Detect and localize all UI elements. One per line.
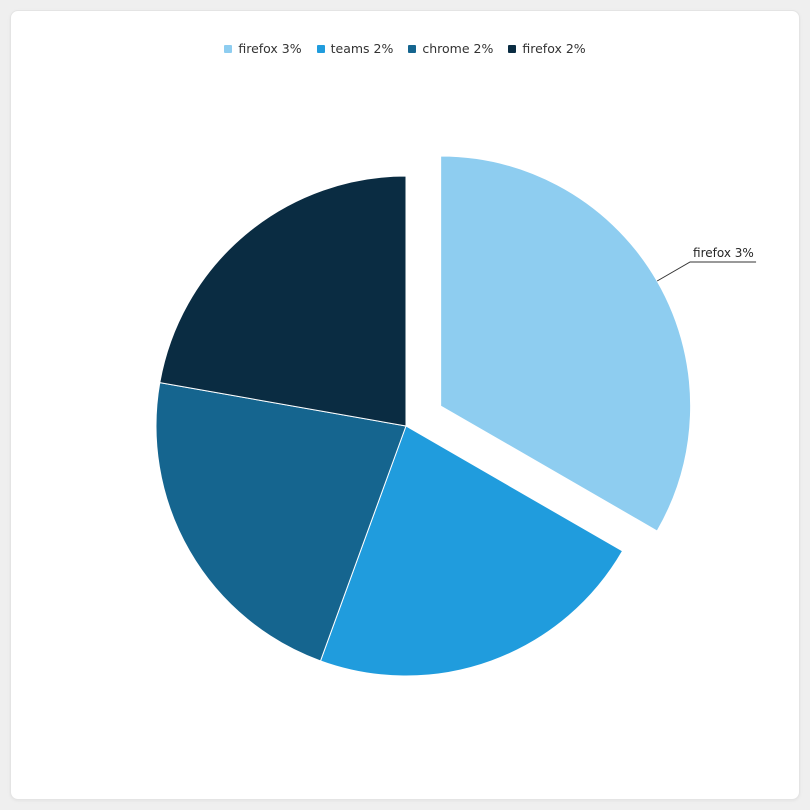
chart-card: firefox 3% teams 2% chrome 2% firefox 2% fi…: [10, 10, 800, 800]
legend-label: firefox 2%: [522, 41, 586, 56]
legend-item-1[interactable]: teams 2%: [316, 41, 394, 57]
legend-label: teams 2%: [330, 41, 394, 56]
legend-marker-icon: [408, 45, 417, 53]
pie-slice-teams-2[interactable]: [319, 425, 624, 677]
legend-label: firefox 3%: [238, 41, 302, 56]
slice-callout-line: [656, 261, 757, 282]
legend-item-0[interactable]: firefox 3%: [224, 41, 302, 57]
pie-slice-firefox-3[interactable]: [440, 155, 692, 532]
chart-legend: firefox 3% teams 2% chrome 2% firefox 2%: [11, 41, 799, 57]
pie-slice-firefox-2[interactable]: [159, 175, 407, 427]
pie-chart: firefox 3%: [155, 155, 757, 677]
legend-item-2[interactable]: chrome 2%: [408, 41, 493, 57]
slice-callout-label: firefox 3%: [693, 246, 754, 260]
legend-label: chrome 2%: [422, 41, 494, 56]
legend-marker-icon: [316, 45, 325, 53]
legend-marker-icon: [224, 45, 233, 53]
pie-slice-chrome-2[interactable]: [155, 382, 407, 662]
legend-marker-icon: [508, 45, 517, 53]
legend-item-3[interactable]: firefox 2%: [508, 41, 586, 57]
